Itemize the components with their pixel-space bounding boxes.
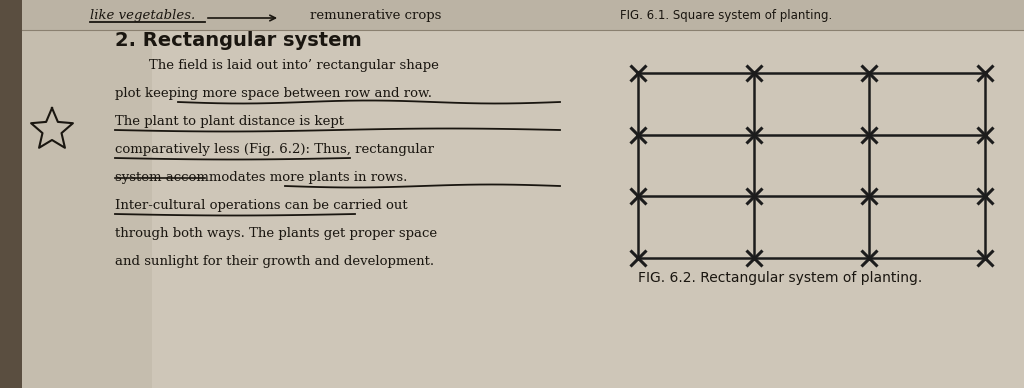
Text: The plant to plant distance is kept: The plant to plant distance is kept	[115, 116, 344, 128]
Text: plot keeping more space between row and row.: plot keeping more space between row and …	[115, 88, 432, 100]
Text: system accommodates more plants in rows.: system accommodates more plants in rows.	[115, 171, 408, 185]
Text: like vegetables.: like vegetables.	[90, 9, 196, 21]
Bar	[0, 0, 22, 388]
Text: The field is laid out into’ rectangular shape: The field is laid out into’ rectangular …	[115, 59, 439, 73]
Text: Inter-cultural operations can be carried out: Inter-cultural operations can be carried…	[115, 199, 408, 213]
Bar	[22, 0, 1024, 30]
Text: and sunlight for their growth and development.: and sunlight for their growth and develo…	[115, 256, 434, 268]
Text: comparatively less (Fig. 6.2): Thus, rectangular: comparatively less (Fig. 6.2): Thus, rec…	[115, 144, 434, 156]
Text: through both ways. The plants get proper space: through both ways. The plants get proper…	[115, 227, 437, 241]
Text: FIG. 6.2. Rectangular system of planting.: FIG. 6.2. Rectangular system of planting…	[638, 271, 923, 285]
Text: remunerative crops: remunerative crops	[310, 9, 441, 21]
Text: FIG. 6.1. Square system of planting.: FIG. 6.1. Square system of planting.	[620, 9, 833, 21]
Bar	[22, 0, 152, 388]
Text: 2. Rectangular system: 2. Rectangular system	[115, 31, 361, 50]
